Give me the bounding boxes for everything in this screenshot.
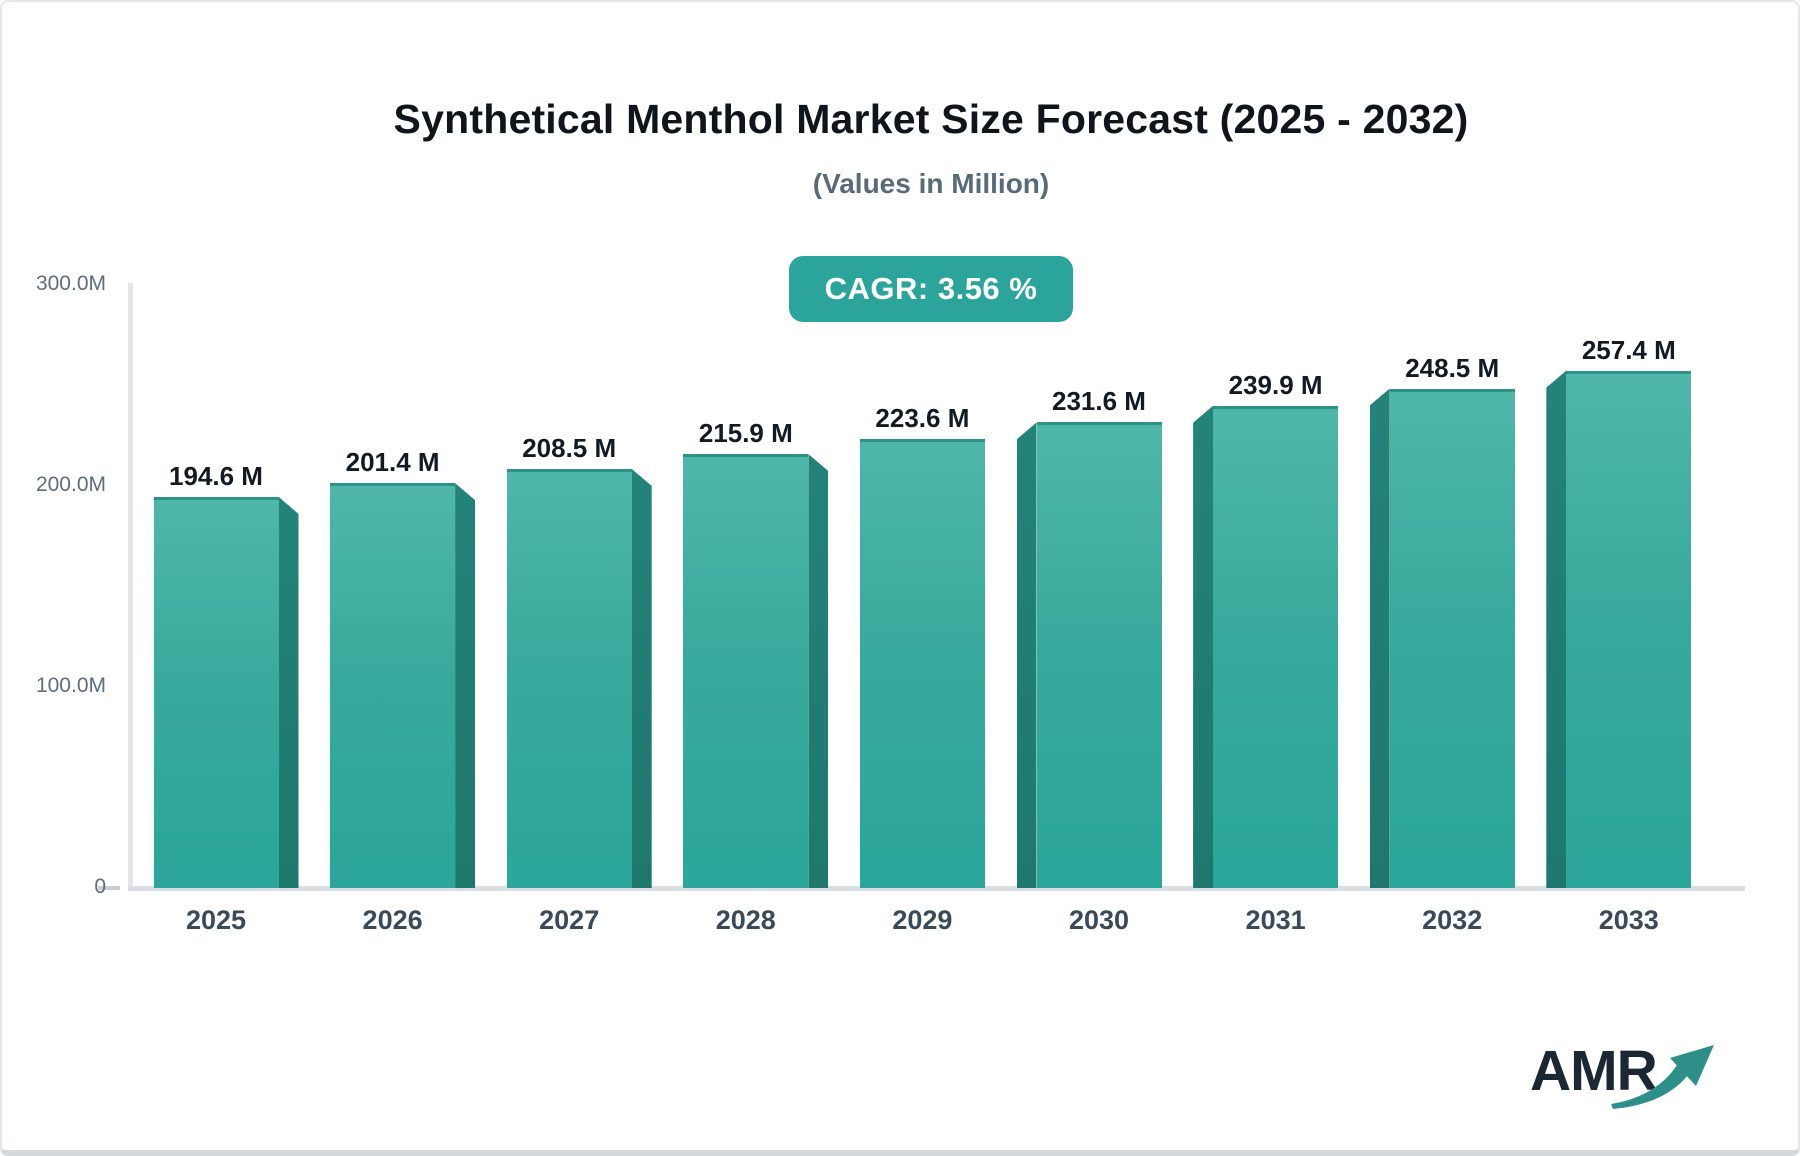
y-tick-label: 200.0M — [35, 473, 106, 496]
bar-value-label: 248.5 M — [1405, 352, 1500, 383]
cagr-badge-wrap: CAGR: 3.56 % — [64, 256, 1798, 322]
growth-arrow-icon — [1611, 1045, 1714, 1109]
bar-value-label: 215.9 M — [698, 418, 793, 449]
x-category-label-2028: 2028 — [715, 905, 776, 935]
bar-2026 — [330, 483, 456, 888]
bar-2033 — [1566, 370, 1692, 888]
bar-2027 — [506, 468, 632, 888]
y-tick-label: 300.0M — [35, 272, 106, 295]
bar-side-face-2031 — [1193, 405, 1214, 888]
bar-value-label: 231.6 M — [1052, 386, 1146, 417]
amr-logo: AMR — [1530, 1038, 1750, 1138]
bar-value-label: 257.4 M — [1581, 334, 1676, 365]
bar-side-face-2026 — [455, 483, 476, 888]
amr-logo-text: AMR — [1530, 1039, 1658, 1103]
bar-value-label: 223.6 M — [875, 402, 970, 433]
x-category-label-2026: 2026 — [362, 905, 423, 935]
x-category-label-2032: 2032 — [1422, 905, 1483, 935]
bar-value-label: 239.9 M — [1228, 369, 1323, 400]
chart-title: Synthetical Menthol Market Size Forecast… — [393, 96, 1469, 142]
x-category-label-2030: 2030 — [1068, 905, 1130, 935]
bar-2028 — [683, 454, 809, 888]
x-axis-line — [128, 886, 1745, 891]
y-tick-label: 100.0M — [35, 674, 106, 697]
bar-2032 — [1389, 388, 1515, 888]
bar-2029 — [859, 438, 985, 888]
bar-2025 — [153, 496, 279, 888]
x-category-label-2031: 2031 — [1245, 905, 1306, 935]
x-category-label-2029: 2029 — [892, 905, 953, 935]
zero-tick-mark — [98, 886, 120, 890]
chart-subtitle: (Values in Million) — [812, 168, 1050, 199]
bar-side-face-2028 — [808, 454, 829, 888]
x-category-label-2025: 2025 — [185, 905, 247, 935]
bar-side-face-2027 — [631, 468, 652, 888]
bar-side-face-2030 — [1016, 422, 1037, 888]
bar-2030 — [1036, 422, 1162, 888]
bar-side-face-2033 — [1546, 370, 1567, 888]
bar-value-label: 201.4 M — [345, 447, 440, 478]
cagr-badge: CAGR: 3.56 % — [788, 256, 1074, 322]
bar-value-label: 194.6 M — [169, 460, 263, 491]
x-category-label-2027: 2027 — [539, 905, 600, 935]
bar-side-face-2032 — [1369, 388, 1390, 888]
bar-2031 — [1213, 405, 1339, 888]
y-axis-line — [128, 283, 133, 891]
x-category-label-2033: 2033 — [1598, 905, 1659, 935]
bar-value-label: 208.5 M — [522, 432, 617, 463]
bar-side-face-2025 — [278, 496, 299, 888]
y-tick-label: 0 — [94, 875, 106, 898]
